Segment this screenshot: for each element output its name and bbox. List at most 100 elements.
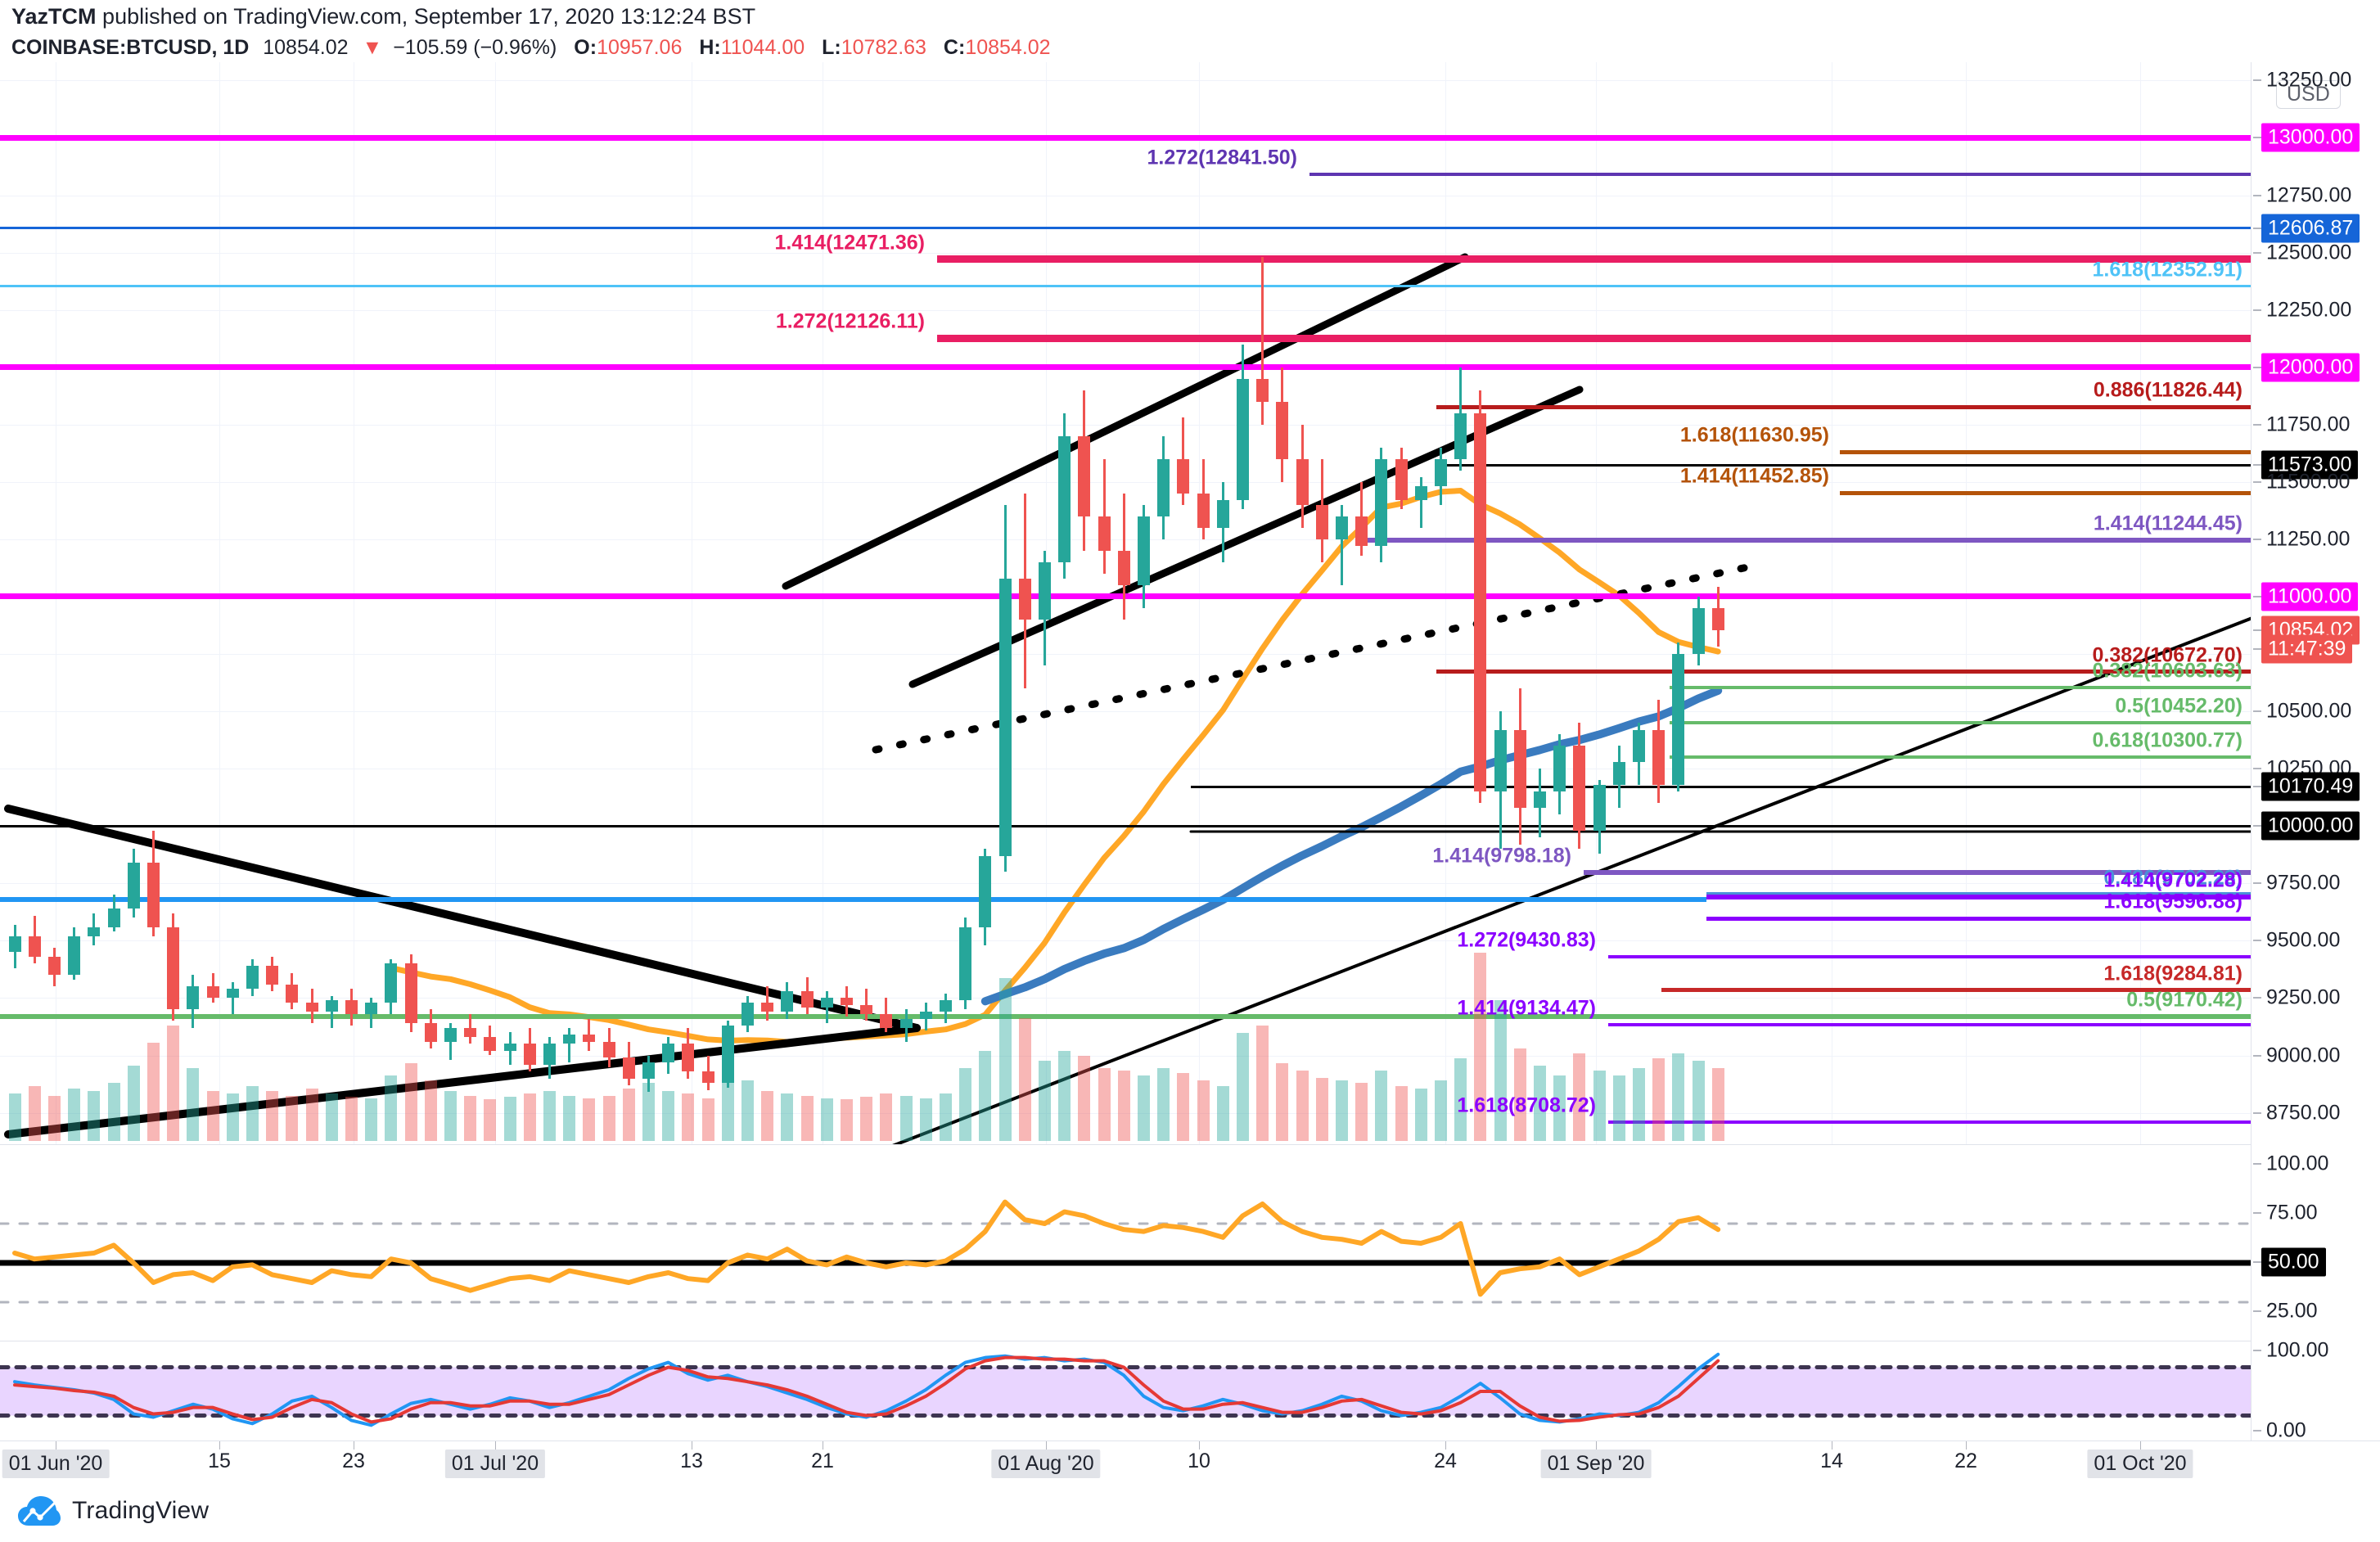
price-level-line	[1584, 869, 2251, 875]
scale-tick-mark	[2253, 79, 2261, 82]
trendline	[782, 253, 1469, 590]
time-axis-label[interactable]: 15	[208, 1450, 231, 1472]
time-axis-label[interactable]: 23	[342, 1450, 365, 1472]
volume-bar	[1296, 1071, 1309, 1141]
volume-bar	[167, 1025, 180, 1141]
volume-bar	[662, 1090, 675, 1141]
candle-body	[1276, 401, 1289, 459]
time-axis-label[interactable]: 13	[680, 1450, 703, 1472]
time-axis-label[interactable]: 14	[1820, 1450, 1843, 1472]
candle-body	[800, 991, 814, 1008]
volume-bar	[1256, 1025, 1269, 1141]
candle-body	[959, 927, 972, 1001]
price-level-line	[1436, 463, 2251, 467]
price-pane[interactable]: 1.272(12841.50) 1.414(12471.36) 1.618(1235…	[0, 62, 2269, 1152]
scale-tick-mark	[2253, 1310, 2261, 1312]
candle-body	[721, 1026, 734, 1084]
time-axis-label[interactable]: 21	[811, 1450, 834, 1472]
time-axis-label[interactable]: 10	[1188, 1450, 1210, 1472]
candle-body	[1573, 746, 1586, 831]
candle-body	[28, 936, 41, 957]
scale-tick-label: 13250.00	[2266, 68, 2352, 92]
time-axis-label[interactable]: 01 Jun '20	[2, 1450, 110, 1478]
symbol-label[interactable]: COINBASE:BTCUSD, 1D	[11, 36, 250, 59]
tradingview-logo-text: TradingView	[72, 1497, 210, 1524]
candle-body	[88, 927, 101, 936]
volume-bar	[998, 977, 1012, 1141]
candle-body	[345, 1000, 358, 1015]
volume-bar	[919, 1098, 932, 1141]
fib-level-label: 1.618(12352.91)	[2092, 258, 2243, 282]
close-key: C:	[943, 36, 966, 59]
rsi-pane[interactable]	[0, 1144, 2254, 1341]
currency-badge[interactable]: USD	[2276, 80, 2341, 109]
scale-tick-label: 9000.00	[2266, 1044, 2341, 1066]
price-scale[interactable]: USD 13250.00 13000.00 12750.00 12606.87 1250…	[2251, 62, 2380, 1442]
scale-tick-mark	[2253, 940, 2261, 942]
time-axis-label[interactable]: 22	[1954, 1450, 1977, 1472]
candle-body	[1414, 486, 1427, 501]
high-value: 11044.00	[720, 36, 805, 59]
chart-byline: YazTCM published on TradingView.com, Sep…	[11, 4, 755, 29]
volume-bar	[1078, 1055, 1091, 1141]
candle-body	[47, 956, 61, 976]
time-tick-mark	[495, 1441, 496, 1450]
scale-tick-mark	[2253, 366, 2261, 368]
candle-body	[1355, 516, 1368, 547]
candle-body	[1058, 435, 1071, 562]
fib-level-label: 1.618(9284.81)	[2103, 962, 2243, 985]
gridline-vertical	[2140, 62, 2141, 1144]
volume-bar	[1632, 1068, 1645, 1141]
scale-tick-mark	[2253, 1212, 2261, 1214]
stochastic-pane[interactable]	[0, 1341, 2253, 1441]
time-axis-label[interactable]: 01 Sep '20	[1540, 1450, 1652, 1478]
price-level-line	[937, 334, 2251, 342]
candle-body	[503, 1044, 516, 1051]
time-tick-mark	[2140, 1441, 2141, 1450]
volume-bar	[682, 1093, 695, 1141]
open-key: O:	[574, 36, 597, 59]
volume-bar	[880, 1093, 893, 1141]
trendline	[4, 1024, 921, 1138]
scale-tick-label: 100.00	[2266, 1152, 2329, 1175]
fib-level-label: 0.382(10672.70)	[2092, 643, 2243, 667]
volume-bar	[1711, 1068, 1724, 1141]
rsi-plot	[0, 1199, 2254, 1304]
volume-bar	[1058, 1050, 1071, 1141]
time-axis-label[interactable]: 24	[1434, 1450, 1457, 1472]
gridline	[0, 940, 2251, 942]
scale-tick-label: 10000.00	[2261, 811, 2360, 841]
candle-body	[880, 1014, 893, 1028]
candle-body	[701, 1071, 714, 1084]
volume-bar	[88, 1090, 101, 1141]
fib-level-label: 1.272(9430.83)	[1457, 928, 1596, 952]
volume-bar	[1513, 1048, 1526, 1141]
tradingview-logo[interactable]: TradingView	[18, 1495, 209, 1527]
candle-body	[1098, 516, 1111, 551]
candle-body	[860, 1004, 873, 1015]
trendline	[878, 611, 2269, 1152]
candle-body	[602, 1041, 615, 1058]
candle-body	[1593, 784, 1606, 831]
candle-body	[1474, 413, 1487, 792]
candle-wick	[449, 1023, 452, 1061]
scale-tick-label: 12606.87	[2261, 214, 2360, 243]
price-level-line	[0, 1013, 2251, 1019]
price-level-line	[0, 896, 1706, 902]
scale-tick-label: 9500.00	[2266, 928, 2341, 952]
volume-bar	[642, 1083, 655, 1141]
time-axis-label[interactable]: 01 Oct '20	[2087, 1450, 2193, 1478]
price-level-line	[937, 255, 2251, 264]
scale-tick-label: 11000.00	[2261, 582, 2359, 611]
time-scale[interactable]: 01 Jun '20 15 23 01 Jul '20 13 21 01 Aug '20 10…	[0, 1441, 2380, 1487]
scale-tick-label: 0.00	[2266, 1418, 2306, 1442]
volume-bar	[47, 1095, 61, 1141]
time-axis-label[interactable]: 01 Aug '20	[991, 1450, 1101, 1478]
candle-body	[1216, 500, 1229, 528]
volume-bar	[1038, 1060, 1051, 1141]
fib-level-label: 1.272(12841.50)	[1147, 146, 1297, 169]
fib-level-label: 1.414(9702.28)	[2103, 868, 2243, 892]
time-axis-label[interactable]: 01 Jul '20	[444, 1450, 546, 1478]
volume-bar	[1098, 1068, 1111, 1141]
chart-footer: TradingView	[0, 1486, 2380, 1542]
